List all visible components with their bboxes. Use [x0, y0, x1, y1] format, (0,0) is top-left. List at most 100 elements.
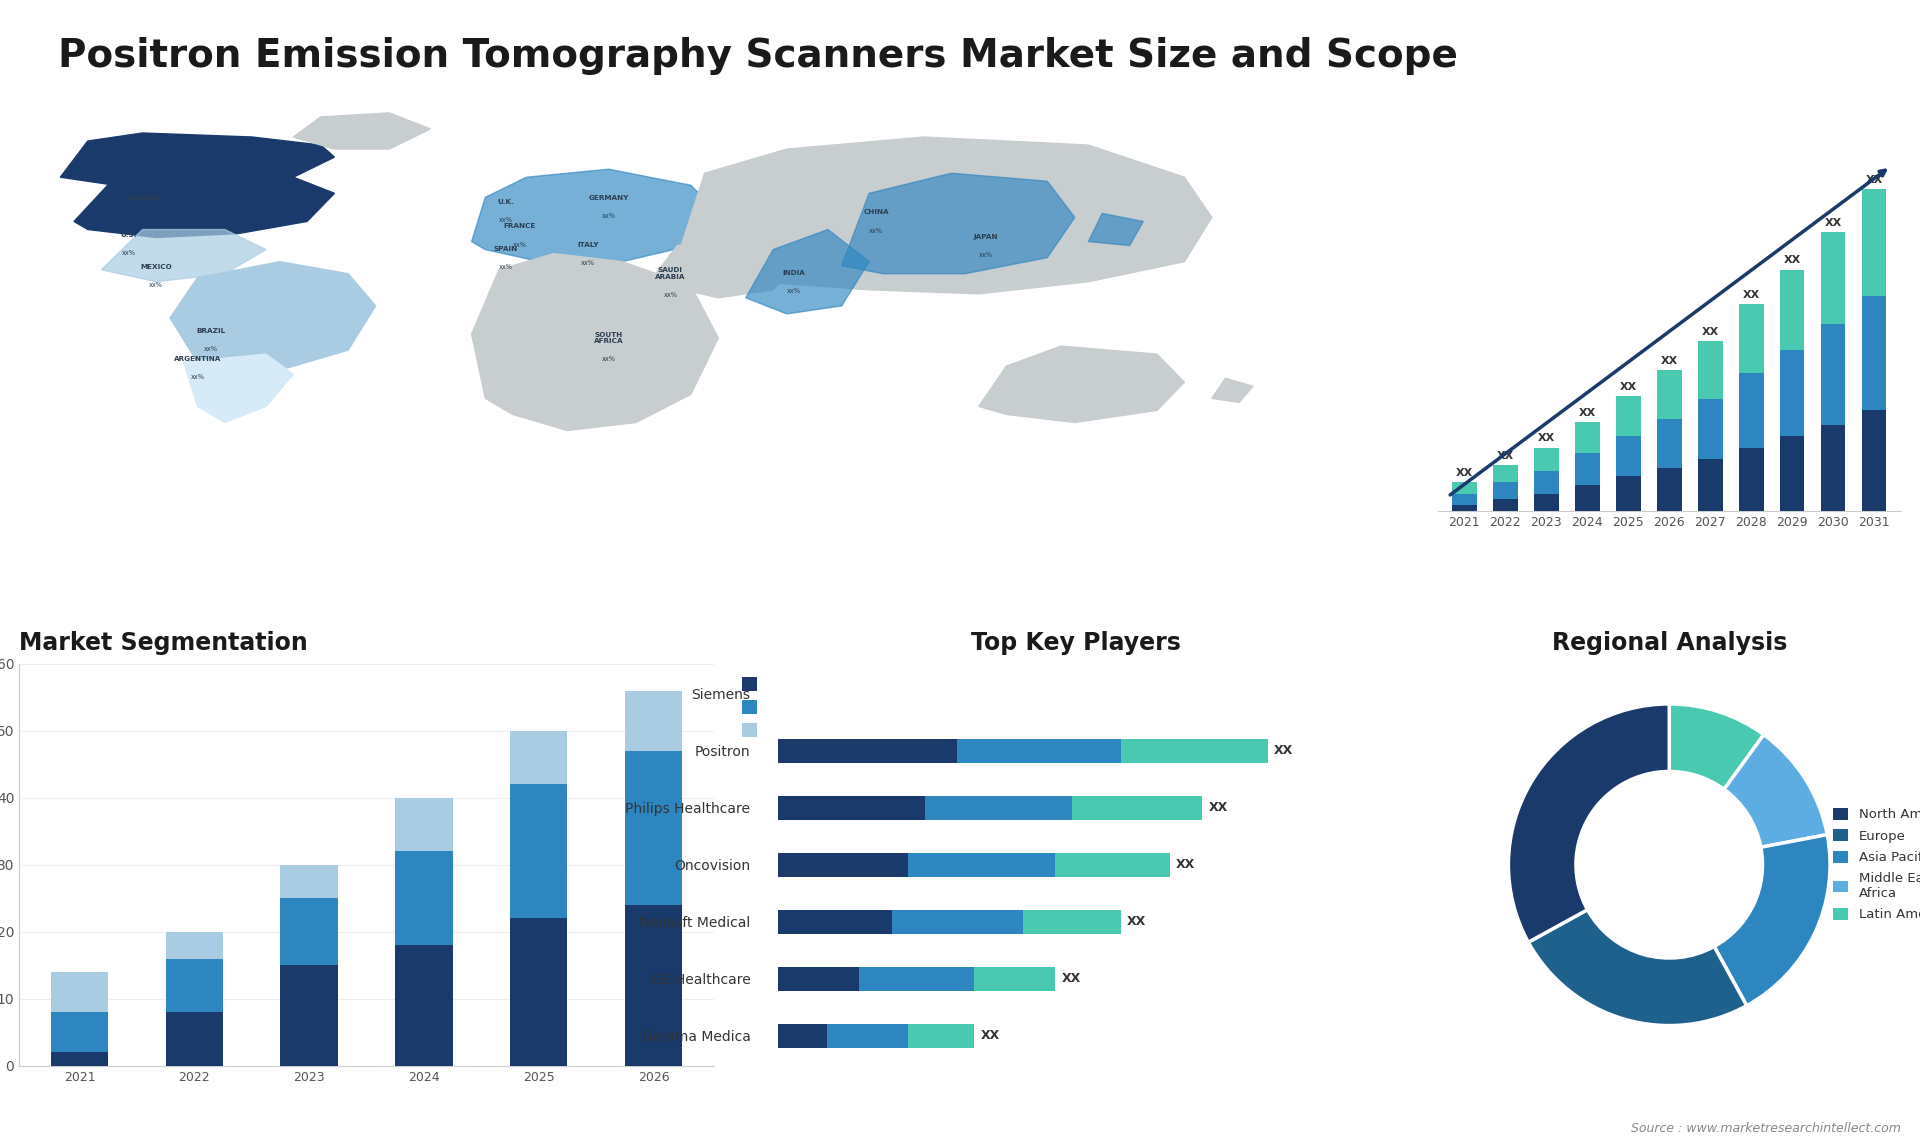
Bar [1574, 485, 1599, 511]
Bar [1534, 448, 1559, 471]
Polygon shape [649, 234, 801, 298]
Bar [925, 795, 1071, 819]
Bar [280, 965, 338, 1066]
Bar [1617, 397, 1640, 437]
Bar [1740, 304, 1763, 374]
Bar [1862, 410, 1887, 511]
Bar [1452, 482, 1476, 494]
Bar [1697, 460, 1722, 511]
Bar [778, 1023, 828, 1047]
Bar [1071, 795, 1202, 819]
Bar [1740, 448, 1763, 511]
Text: MEXICO: MEXICO [140, 264, 173, 269]
Bar [1862, 189, 1887, 296]
Bar [908, 1023, 973, 1047]
Bar [1574, 454, 1599, 485]
Text: xx%: xx% [121, 250, 136, 256]
Bar [1617, 477, 1640, 511]
Text: XX: XX [1498, 450, 1515, 461]
Bar [1617, 437, 1640, 477]
Bar [1494, 482, 1517, 500]
Bar [1697, 399, 1722, 460]
Bar [1056, 853, 1169, 877]
Text: SOUTH
AFRICA: SOUTH AFRICA [593, 331, 624, 344]
Bar [1862, 296, 1887, 410]
Text: XX: XX [1062, 972, 1081, 986]
Title: Regional Analysis: Regional Analysis [1551, 630, 1788, 654]
Polygon shape [60, 133, 334, 186]
Bar [624, 905, 682, 1066]
Text: SAUDI
ARABIA: SAUDI ARABIA [655, 267, 685, 280]
Text: xx%: xx% [150, 282, 163, 288]
Bar [50, 1052, 108, 1066]
Bar [1780, 437, 1805, 511]
Text: XX: XX [1275, 745, 1294, 758]
Circle shape [1576, 771, 1763, 958]
Bar [1494, 465, 1517, 482]
Bar [1820, 324, 1845, 425]
Bar [165, 932, 223, 958]
Text: GERMANY: GERMANY [588, 195, 630, 202]
Polygon shape [472, 170, 718, 261]
Text: XX: XX [1210, 801, 1229, 815]
Bar [1023, 910, 1121, 934]
Text: JAPAN: JAPAN [973, 234, 998, 240]
Wedge shape [1715, 834, 1830, 1006]
Text: XX: XX [1784, 256, 1801, 266]
Bar [1820, 425, 1845, 511]
Text: XX: XX [1620, 382, 1638, 392]
Polygon shape [1089, 213, 1142, 245]
Text: SPAIN: SPAIN [493, 245, 518, 252]
Bar [1657, 419, 1682, 468]
Bar [893, 910, 1023, 934]
Text: XX: XX [1701, 328, 1718, 337]
Text: XX: XX [1661, 356, 1678, 366]
Text: XX: XX [1743, 290, 1761, 300]
Text: INDIA: INDIA [781, 269, 804, 276]
Text: xx%: xx% [513, 242, 526, 248]
Bar [778, 967, 860, 990]
Bar [1780, 351, 1805, 437]
Bar [396, 945, 453, 1066]
Polygon shape [841, 173, 1075, 274]
Wedge shape [1724, 735, 1828, 847]
Wedge shape [1509, 704, 1668, 942]
Bar [624, 691, 682, 751]
Bar [1657, 468, 1682, 511]
Text: CHINA: CHINA [864, 210, 889, 215]
Polygon shape [75, 178, 334, 237]
Polygon shape [678, 138, 1212, 293]
Bar [165, 958, 223, 1012]
Bar [511, 918, 568, 1066]
Text: xx%: xx% [204, 346, 219, 352]
Text: xx%: xx% [190, 375, 204, 380]
Bar [778, 739, 958, 763]
Bar [511, 784, 568, 918]
Bar [396, 798, 453, 851]
Bar [778, 910, 893, 934]
Text: FRANCE: FRANCE [503, 223, 536, 229]
Bar [1697, 342, 1722, 399]
Bar [1494, 500, 1517, 511]
Text: xx%: xx% [787, 288, 801, 293]
Bar [958, 739, 1121, 763]
Polygon shape [294, 113, 430, 149]
Text: xx%: xx% [499, 218, 513, 223]
Polygon shape [979, 346, 1185, 423]
Polygon shape [102, 229, 267, 282]
Bar [280, 865, 338, 898]
Bar [1820, 233, 1845, 324]
Text: MARKET
RESEARCH
INTELLECT: MARKET RESEARCH INTELLECT [1803, 47, 1857, 80]
Bar [1534, 494, 1559, 511]
Wedge shape [1668, 704, 1764, 790]
Text: Positron Emission Tomography Scanners Market Size and Scope: Positron Emission Tomography Scanners Ma… [58, 37, 1457, 74]
Bar [280, 898, 338, 965]
Polygon shape [171, 261, 376, 370]
Bar [1574, 422, 1599, 454]
Bar [1121, 739, 1267, 763]
Text: U.K.: U.K. [497, 199, 515, 205]
Legend: North America, Europe, Asia Pacific, Middle East &
Africa, Latin America: North America, Europe, Asia Pacific, Mid… [1828, 804, 1920, 925]
Bar [973, 967, 1056, 990]
Text: Source : www.marketresearchintellect.com: Source : www.marketresearchintellect.com [1630, 1122, 1901, 1135]
Polygon shape [184, 354, 294, 423]
